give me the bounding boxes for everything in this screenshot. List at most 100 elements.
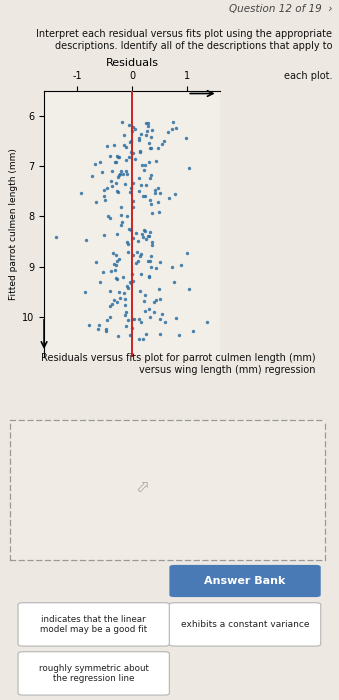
Point: [141, 295, 147, 307]
Point: [109, 298, 115, 309]
Point: [165, 127, 171, 138]
Point: [130, 121, 136, 132]
Point: [146, 230, 152, 241]
Point: [136, 186, 141, 197]
Point: [153, 155, 159, 167]
Point: [114, 256, 119, 267]
Point: [148, 250, 154, 261]
Point: [111, 248, 116, 259]
Point: [122, 294, 127, 305]
Point: [128, 225, 133, 236]
Point: [131, 148, 136, 159]
Point: [118, 201, 124, 212]
Point: [153, 188, 158, 199]
Point: [124, 281, 130, 292]
Point: [150, 208, 155, 219]
Point: [191, 326, 196, 337]
Point: [137, 286, 143, 297]
Point: [133, 258, 139, 269]
Point: [112, 294, 117, 305]
Point: [148, 262, 154, 273]
Point: [116, 169, 122, 180]
Point: [105, 314, 110, 325]
Y-axis label: Fitted parrot culmen length (mm): Fitted parrot culmen length (mm): [9, 148, 18, 300]
Point: [116, 287, 121, 298]
Point: [115, 187, 120, 198]
Point: [82, 286, 87, 297]
Point: [113, 264, 118, 275]
Point: [114, 185, 119, 196]
Point: [157, 284, 162, 295]
Point: [113, 178, 118, 189]
Point: [148, 198, 153, 209]
Point: [118, 220, 124, 231]
Text: indicates that the linear
model may be a good fit: indicates that the linear model may be a…: [40, 615, 147, 634]
Point: [147, 156, 152, 167]
Point: [145, 230, 151, 241]
Point: [149, 125, 155, 136]
Point: [147, 255, 153, 266]
Point: [113, 259, 119, 270]
Point: [141, 164, 147, 176]
Point: [156, 206, 162, 217]
Text: roughly symmetric about
the regression line: roughly symmetric about the regression l…: [39, 664, 149, 683]
Point: [122, 309, 127, 321]
Point: [140, 333, 145, 344]
Point: [138, 146, 143, 157]
Point: [107, 286, 113, 297]
Point: [132, 153, 138, 164]
Point: [131, 313, 136, 324]
Point: [139, 268, 144, 279]
Point: [143, 160, 148, 171]
Point: [115, 150, 120, 161]
Point: [98, 157, 103, 168]
Text: Question 12 of 19  ›: Question 12 of 19 ›: [229, 4, 332, 14]
Point: [106, 210, 111, 221]
Point: [145, 120, 151, 132]
Point: [93, 159, 98, 170]
Point: [114, 228, 119, 239]
Point: [147, 312, 152, 323]
Point: [136, 132, 141, 144]
Text: Residuals versus fits plot for parrot culmen length (mm)
versus wing length (mm): Residuals versus fits plot for parrot cu…: [41, 353, 316, 375]
Point: [129, 314, 135, 325]
Point: [93, 197, 99, 208]
Point: [139, 160, 145, 171]
Point: [128, 277, 134, 288]
Point: [136, 134, 142, 146]
Point: [126, 119, 131, 130]
Point: [155, 142, 160, 153]
Point: [132, 123, 138, 134]
Point: [98, 276, 103, 288]
Point: [174, 313, 179, 324]
Point: [148, 132, 153, 143]
Point: [141, 232, 146, 243]
Point: [179, 260, 184, 271]
Point: [139, 248, 144, 260]
Point: [138, 316, 143, 328]
Point: [121, 130, 127, 141]
Point: [149, 239, 155, 251]
Point: [157, 329, 163, 340]
Point: [155, 197, 160, 208]
Point: [146, 271, 152, 282]
Point: [125, 282, 131, 293]
Point: [124, 236, 129, 247]
Point: [184, 248, 190, 259]
Point: [100, 267, 106, 278]
Point: [142, 225, 148, 237]
Point: [158, 256, 163, 267]
Point: [123, 321, 129, 332]
Point: [108, 265, 114, 276]
Point: [131, 196, 136, 207]
Point: [147, 142, 153, 153]
Point: [113, 156, 119, 167]
Point: [155, 183, 161, 194]
Point: [143, 234, 149, 245]
Text: Interpret each residual versus fits plot using the appropriate descriptions. Ide: Interpret each residual versus fits plot…: [36, 29, 332, 51]
Point: [125, 246, 131, 257]
Point: [111, 139, 116, 150]
Point: [122, 288, 127, 299]
Point: [204, 316, 209, 328]
Point: [130, 249, 136, 260]
